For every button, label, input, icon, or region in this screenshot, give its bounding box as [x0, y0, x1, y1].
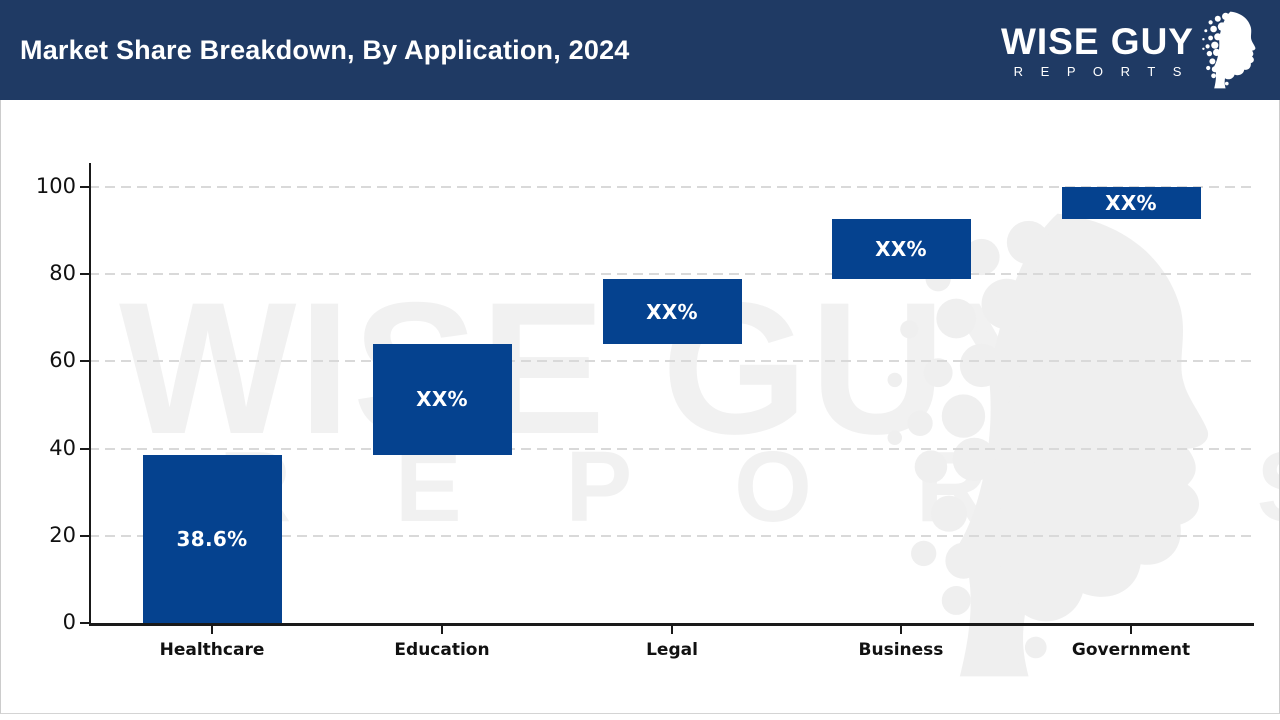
x-axis-label: Government: [1071, 640, 1191, 660]
y-axis-tick: [80, 273, 89, 276]
bar-value-label: XX%: [646, 299, 698, 324]
logo-subtext: R E P O R T S: [1013, 63, 1189, 79]
y-axis-tick-label: 80: [49, 261, 76, 286]
y-axis-tick: [80, 622, 89, 624]
x-axis-label: Education: [394, 640, 490, 660]
gridline: [89, 534, 1254, 537]
x-axis-tick: [671, 626, 673, 634]
gridline: [89, 447, 1254, 450]
y-axis-tick: [80, 360, 89, 363]
y-axis-tick-label: 20: [49, 522, 76, 547]
bar-healthcare: 38.6%: [142, 454, 282, 623]
y-axis-tick-label: 100: [35, 174, 76, 198]
x-axis-tick: [900, 626, 902, 634]
y-axis: [89, 163, 91, 626]
x-axis-label: Business: [858, 640, 944, 660]
logo-wordmark: WISE GUY: [1000, 20, 1194, 62]
x-axis-tick: [211, 626, 213, 634]
bar-value-label: XX%: [875, 237, 927, 262]
x-axis-tick: [1130, 626, 1132, 634]
bar-value-label: XX%: [1105, 191, 1157, 216]
bar-value-label: 38.6%: [176, 526, 248, 551]
plot-area: WISE GUY R E P O R T S 38.6% XX% XX% XX% XX%…: [0, 100, 1280, 714]
y-axis-tick-label: 40: [49, 435, 76, 460]
wise-guy-logo: WISE GUY R E P O R T S: [1001, 11, 1260, 89]
logo-face-icon: [1196, 11, 1260, 89]
y-axis-tick-label: 60: [49, 348, 76, 373]
logo-wordmark-block: WISE GUY R E P O R T S: [1001, 23, 1194, 78]
watermark-face-icon: [843, 210, 1243, 680]
bar-government: XX%: [1061, 187, 1201, 220]
y-axis-tick: [80, 447, 89, 450]
y-axis-tick: [80, 186, 89, 188]
x-axis: [89, 623, 1254, 626]
y-axis-tick: [80, 534, 89, 537]
chart-title: Market Share Breakdown, By Application, …: [20, 34, 630, 65]
bar-legal: XX%: [602, 279, 742, 344]
y-axis-tick-label: 0: [62, 610, 76, 634]
x-axis-tick: [441, 626, 443, 634]
bar-business: XX%: [831, 219, 971, 280]
watermark-text-line1: WISE GUY: [119, 263, 1076, 473]
x-axis-label: Legal: [646, 640, 698, 660]
gridline: [89, 186, 1254, 188]
bar-education: XX%: [372, 343, 512, 455]
gridline: [89, 360, 1254, 363]
bar-value-label: XX%: [416, 387, 468, 412]
gridline: [89, 273, 1254, 276]
header-bar: Market Share Breakdown, By Application, …: [0, 0, 1280, 100]
x-axis-label: Healthcare: [159, 640, 265, 660]
